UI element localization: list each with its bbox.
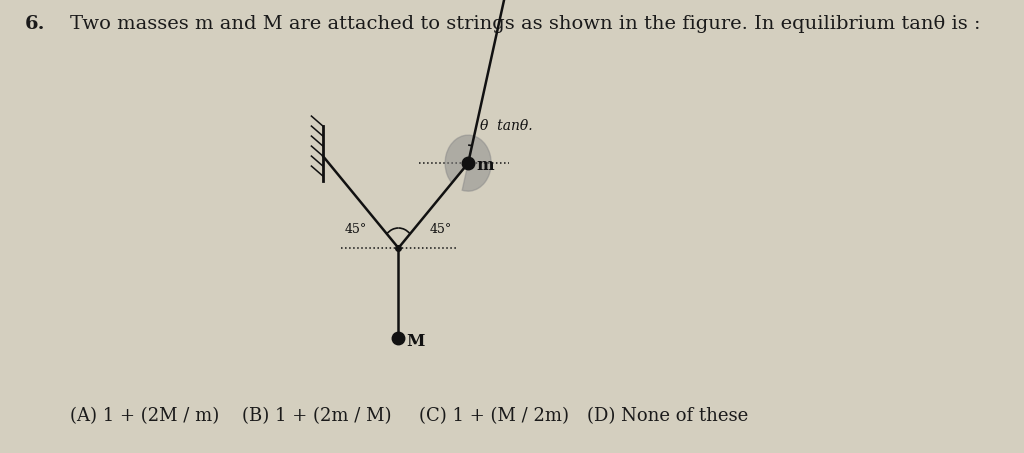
- Wedge shape: [445, 135, 492, 191]
- Text: 45°: 45°: [430, 223, 452, 236]
- Text: M: M: [407, 333, 425, 351]
- Text: 6.: 6.: [25, 15, 45, 33]
- Text: (B) 1 + (2m / M): (B) 1 + (2m / M): [243, 407, 392, 425]
- Text: Two masses m and M are attached to strings as shown in the figure. In equilibriu: Two masses m and M are attached to strin…: [70, 15, 980, 33]
- Text: 45°: 45°: [345, 223, 367, 236]
- Text: (C) 1 + (M / 2m): (C) 1 + (M / 2m): [419, 407, 569, 425]
- Text: θ  tanθ.: θ tanθ.: [480, 119, 534, 133]
- Text: (A) 1 + (2M / m): (A) 1 + (2M / m): [70, 407, 219, 425]
- Text: m: m: [476, 157, 494, 173]
- Text: (D) None of these: (D) None of these: [588, 407, 749, 425]
